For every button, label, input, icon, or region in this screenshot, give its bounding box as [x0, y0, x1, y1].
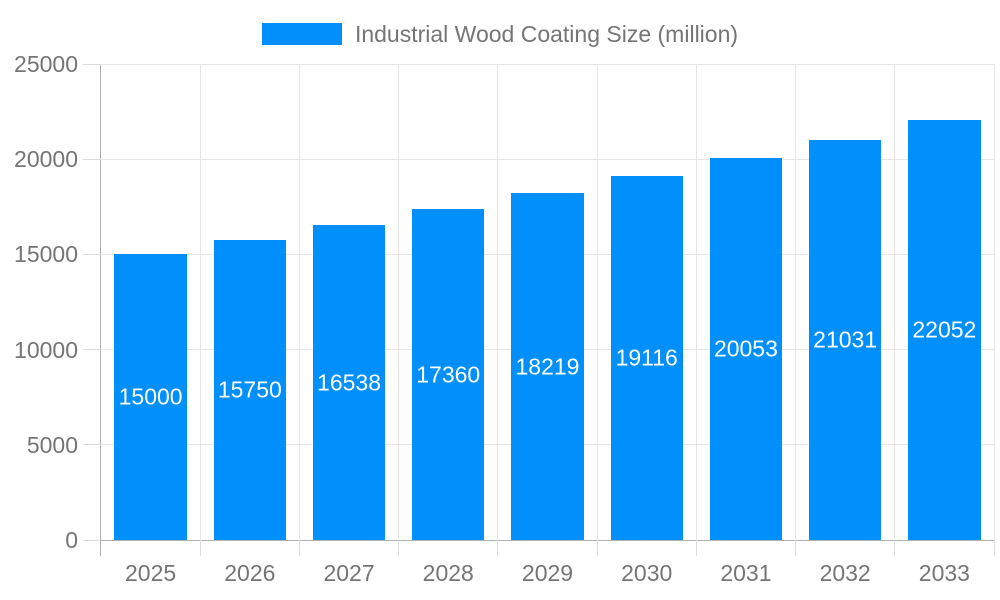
y-axis-tick-label: 15000	[14, 241, 78, 268]
y-axis-tick-label: 5000	[26, 431, 78, 458]
x-axis-tick-mark	[695, 540, 697, 556]
gridline-vertical	[497, 64, 499, 540]
x-axis-tick-label: 2025	[125, 560, 177, 586]
bar-value-label: 15750	[217, 376, 282, 403]
y-axis-tick-label: 0	[65, 527, 78, 553]
x-axis-tick-label: 2026	[224, 560, 276, 586]
gridline-horizontal	[101, 63, 994, 65]
legend-swatch	[261, 23, 342, 45]
x-axis-tick-mark	[199, 540, 201, 556]
bar-value-label: 20053	[713, 335, 778, 362]
x-axis-tick-label: 2029	[521, 560, 574, 586]
bar-value-label: 22052	[912, 316, 977, 343]
legend-label: Industrial Wood Coating Size (million)	[354, 21, 739, 47]
x-axis-tick-label: 2031	[720, 560, 772, 586]
x-axis-tick-mark	[398, 540, 400, 556]
x-axis-tick-mark	[596, 540, 598, 556]
bar-value-label: 19116	[615, 344, 678, 371]
y-axis-tick-mark	[83, 63, 101, 65]
plot-area: 15000 2025 15750 2026 16538 2027 17360 2028 1821…	[83, 63, 995, 586]
x-axis-tick-label: 2032	[819, 560, 871, 586]
bar-value-label: 17360	[416, 361, 481, 388]
gridline-horizontal	[101, 158, 994, 160]
bar-value-label: 18219	[515, 353, 580, 380]
gridline-vertical	[795, 64, 797, 540]
gridline-vertical	[894, 64, 896, 540]
x-axis-tick-mark	[993, 540, 995, 556]
bar[interactable]: 19116	[610, 176, 683, 540]
gridline-vertical	[695, 64, 697, 540]
x-axis-tick-mark	[100, 540, 101, 556]
gridline-vertical	[993, 64, 995, 540]
x-axis-tick-mark	[894, 540, 896, 556]
bar[interactable]: 17360	[412, 209, 485, 540]
y-axis-labels: 0 5000 10000 15000 20000 25000	[0, 51, 78, 553]
y-axis-tick-label: 10000	[14, 336, 78, 363]
bar[interactable]: 18219	[511, 193, 584, 540]
y-axis-tick-label: 20000	[14, 146, 78, 173]
x-axis-tick-mark	[298, 540, 300, 556]
x-axis-tick-label: 2028	[422, 560, 474, 586]
y-axis-tick-mark	[83, 539, 101, 541]
x-axis-tick-label: 2030	[621, 560, 673, 586]
gridline-vertical	[398, 64, 400, 540]
bar[interactable]: 15750	[213, 240, 287, 540]
gridline-vertical	[298, 64, 300, 540]
x-axis-tick-label: 2027	[323, 560, 375, 586]
bar-value-label: 15000	[118, 383, 183, 410]
y-axis-tick-mark	[83, 158, 101, 160]
x-axis-tick-mark	[497, 540, 499, 556]
gridline-vertical	[199, 64, 201, 540]
y-axis-tick-mark	[83, 444, 101, 446]
x-axis-tick-label: 2033	[918, 560, 970, 586]
bar[interactable]: 21031	[808, 139, 882, 540]
bar-value-label: 21031	[813, 326, 878, 353]
y-axis-tick-label: 25000	[14, 51, 78, 77]
bar[interactable]: 15000	[114, 254, 187, 540]
bar-value-label: 16538	[317, 369, 382, 396]
gridline-vertical	[596, 64, 598, 540]
bar[interactable]: 20053	[709, 158, 783, 540]
bar[interactable]: 22052	[908, 120, 981, 540]
y-axis-tick-mark	[83, 253, 101, 255]
legend[interactable]: Industrial Wood Coating Size (million)	[0, 21, 1000, 47]
y-axis-tick-mark	[83, 349, 101, 351]
bar[interactable]: 16538	[312, 225, 386, 540]
x-axis-tick-mark	[795, 540, 797, 556]
